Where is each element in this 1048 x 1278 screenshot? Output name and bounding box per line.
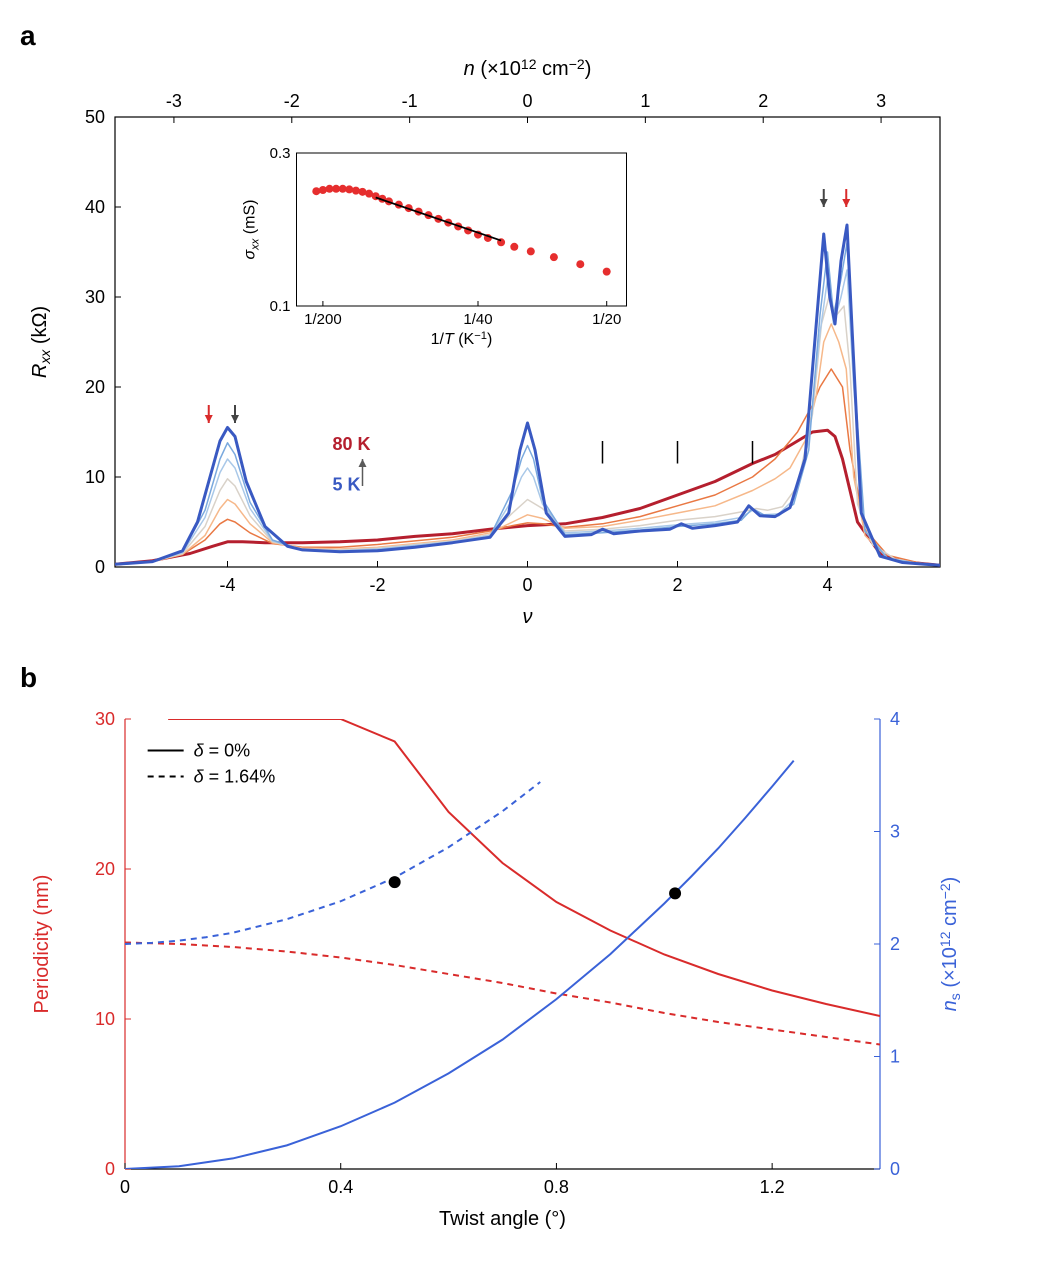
svg-text:1/200: 1/200 [304,311,342,328]
svg-text:0.1: 0.1 [270,298,291,315]
svg-text:-2: -2 [284,91,300,111]
svg-text:ns (×1012 cm−2): ns (×1012 cm−2) [937,877,963,1012]
svg-text:1/20: 1/20 [592,311,621,328]
svg-text:0: 0 [522,575,532,595]
svg-text:2: 2 [672,575,682,595]
svg-text:10: 10 [95,1009,115,1029]
svg-text:Rxx (kΩ): Rxx (kΩ) [29,306,53,378]
svg-text:1: 1 [640,91,650,111]
svg-text:4: 4 [890,709,900,729]
svg-text:30: 30 [85,287,105,307]
svg-text:80 K: 80 K [333,434,371,454]
svg-text:3: 3 [876,91,886,111]
svg-text:1: 1 [890,1047,900,1067]
svg-text:0: 0 [105,1159,115,1179]
svg-text:10: 10 [85,467,105,487]
svg-text:40: 40 [85,197,105,217]
svg-text:0.4: 0.4 [328,1177,353,1197]
svg-text:0: 0 [95,557,105,577]
svg-text:3: 3 [890,822,900,842]
svg-text:4: 4 [822,575,832,595]
panel-b-chart: 00.40.81.2Twist angle (°)0102030Periodic… [20,699,1028,1239]
svg-text:0: 0 [120,1177,130,1197]
svg-text:0: 0 [522,91,532,111]
svg-text:1/40: 1/40 [463,311,492,328]
svg-text:-4: -4 [219,575,235,595]
svg-text:1.2: 1.2 [760,1177,785,1197]
svg-text:2: 2 [758,91,768,111]
svg-text:δ = 0%: δ = 0% [194,741,251,761]
svg-text:n (×1012 cm−2): n (×1012 cm−2) [464,57,592,80]
panel-a-label: a [20,20,1028,52]
svg-text:ν: ν [523,606,533,628]
svg-text:2: 2 [890,934,900,954]
svg-text:Periodicity (nm): Periodicity (nm) [31,875,53,1014]
svg-text:-2: -2 [369,575,385,595]
svg-text:σxx (mS): σxx (mS) [242,200,262,260]
panel-a-chart: -4 -2 0 2 4 ν -3 -2 -1 0 1 2 3 n (×1012 cm−2) 0 10 20 30 4… [20,57,1028,637]
svg-text:1/T (K−1): 1/T (K−1) [431,330,493,348]
svg-text:20: 20 [95,859,115,879]
svg-text:50: 50 [85,107,105,127]
svg-text:-3: -3 [166,91,182,111]
svg-text:20: 20 [85,377,105,397]
svg-text:5 K: 5 K [333,475,361,495]
svg-text:δ = 1.64%: δ = 1.64% [194,767,276,787]
svg-text:Twist angle (°): Twist angle (°) [439,1208,566,1230]
svg-text:0.8: 0.8 [544,1177,569,1197]
panel-b-label: b [20,662,1028,694]
svg-text:0.3: 0.3 [270,145,291,162]
svg-text:0: 0 [890,1159,900,1179]
svg-text:-1: -1 [402,91,418,111]
svg-text:30: 30 [95,709,115,729]
